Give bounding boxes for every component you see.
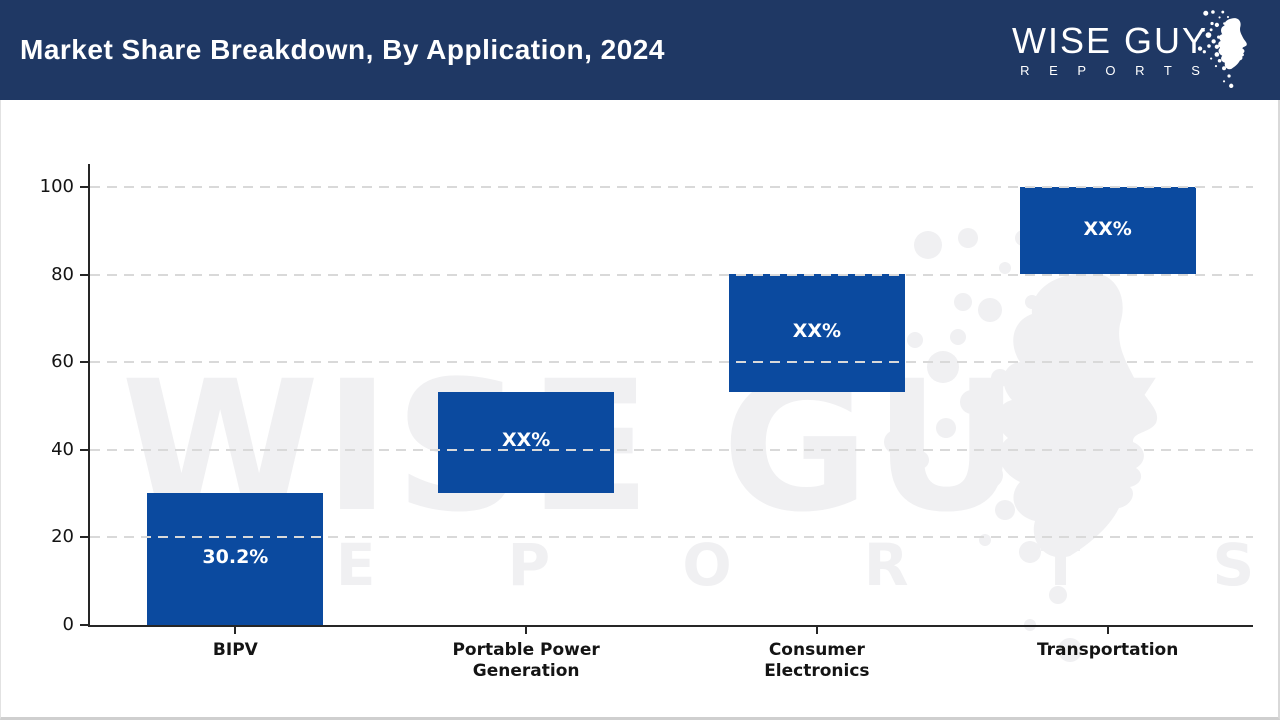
brand-name: WISE GUY <box>1011 19 1208 61</box>
brand-tagline: R E P O R T S <box>1020 62 1208 78</box>
brand-logo: WISE GUY R E P O R T S <box>1012 6 1270 94</box>
header-bar: Market Share Breakdown, By Application, … <box>0 0 1280 100</box>
dot-face-logo-icon <box>1196 7 1270 93</box>
watermark-dot-face-icon <box>880 210 1280 690</box>
page-title: Market Share Breakdown, By Application, … <box>20 34 665 65</box>
brand-logo-text: WISE GUY R E P O R T S <box>1011 19 1208 78</box>
